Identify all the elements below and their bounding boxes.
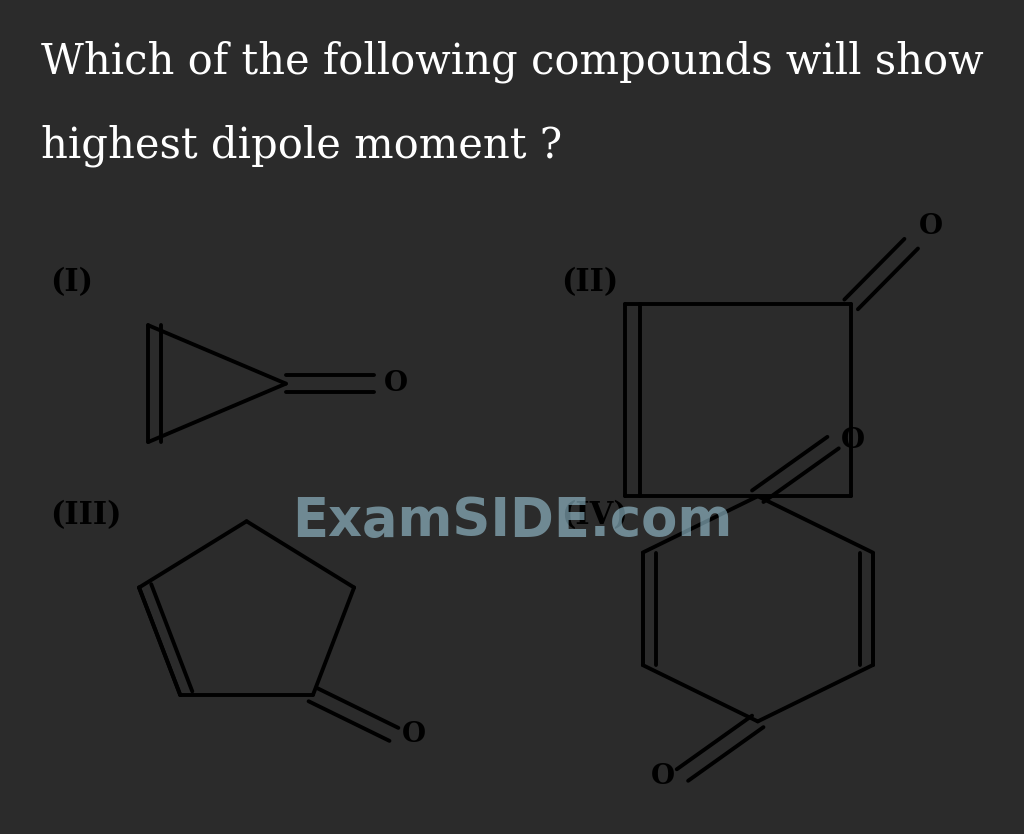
Text: Which of the following compounds will show: Which of the following compounds will sh…: [41, 40, 984, 83]
Text: highest dipole moment ?: highest dipole moment ?: [41, 124, 562, 167]
Text: (II): (II): [561, 267, 618, 298]
Text: O: O: [384, 370, 409, 397]
Text: O: O: [401, 721, 426, 748]
Text: O: O: [920, 213, 943, 239]
Text: (III): (III): [50, 500, 122, 531]
Text: ExamSIDE.com: ExamSIDE.com: [292, 495, 732, 547]
Text: O: O: [650, 763, 675, 790]
Text: (IV): (IV): [561, 500, 628, 531]
Text: O: O: [841, 428, 865, 455]
Text: (I): (I): [50, 267, 93, 298]
